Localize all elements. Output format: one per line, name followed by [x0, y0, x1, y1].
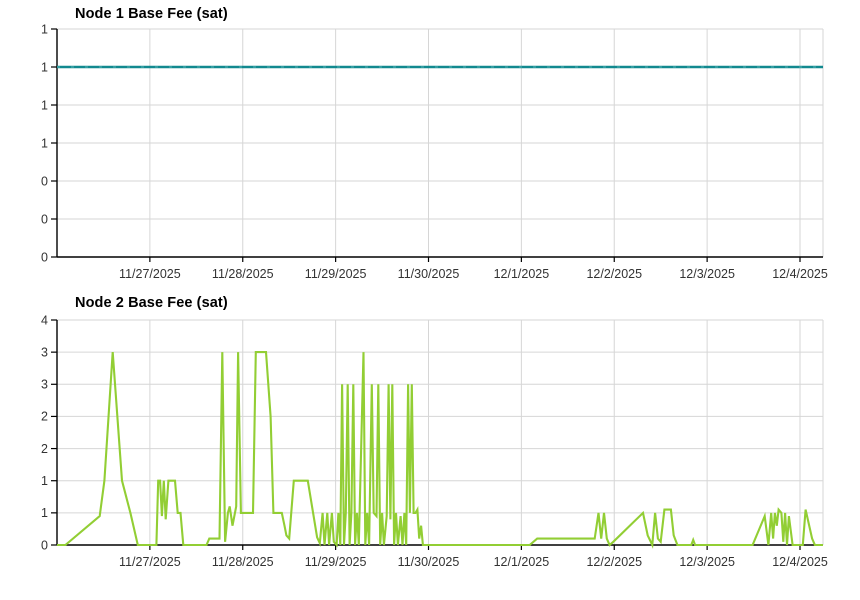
y-tick-label: 2 [41, 410, 48, 424]
x-tick-label: 12/2/2025 [586, 267, 642, 281]
y-tick-label: 3 [41, 378, 48, 392]
chart-2: 4 3 3 2 2 1 1 0 11/27/2025 11/28/2025 11/29/2025 11… [41, 313, 828, 569]
x-tick-label: 11/27/2025 [119, 267, 181, 281]
y-tick-label: 0 [41, 174, 48, 188]
x-tick-label: 11/27/2025 [119, 555, 181, 569]
y-tick-label: 0 [41, 212, 48, 226]
y-tick-label: 1 [41, 136, 48, 150]
y-tick-label: 1 [41, 22, 48, 36]
y-tick-label: 1 [41, 98, 48, 112]
y-tick-label: 3 [41, 345, 48, 359]
y-tick-label: 4 [41, 313, 48, 327]
x-tick-label: 12/1/2025 [494, 555, 550, 569]
chart-1: 1 1 1 1 0 0 0 11/27/2025 11/28/2025 11/29/2025 11/… [41, 22, 828, 281]
chart-1-title: Node 1 Base Fee (sat) [75, 6, 228, 22]
y-tick-label: 0 [41, 250, 48, 264]
x-tick-label: 12/3/2025 [679, 267, 735, 281]
y-tick-label: 1 [41, 506, 48, 520]
x-tick-label: 11/29/2025 [305, 555, 367, 569]
x-tick-label: 12/1/2025 [494, 267, 550, 281]
y-tick-label: 2 [41, 442, 48, 456]
x-tick-label: 12/2/2025 [586, 555, 642, 569]
x-tick-label: 11/28/2025 [212, 555, 274, 569]
x-tick-label: 11/30/2025 [398, 267, 460, 281]
x-tick-label: 12/4/2025 [772, 267, 828, 281]
y-tick-label: 1 [41, 60, 48, 74]
x-tick-label: 12/4/2025 [772, 555, 828, 569]
x-tick-label: 11/30/2025 [398, 555, 460, 569]
x-tick-label: 11/29/2025 [305, 267, 367, 281]
y-tick-label: 0 [41, 538, 48, 552]
x-tick-label: 11/28/2025 [212, 267, 274, 281]
chart-2-line [57, 351, 823, 549]
y-tick-label: 1 [41, 474, 48, 488]
chart-2-title: Node 2 Base Fee (sat) [75, 295, 228, 311]
x-tick-label: 12/3/2025 [679, 555, 735, 569]
